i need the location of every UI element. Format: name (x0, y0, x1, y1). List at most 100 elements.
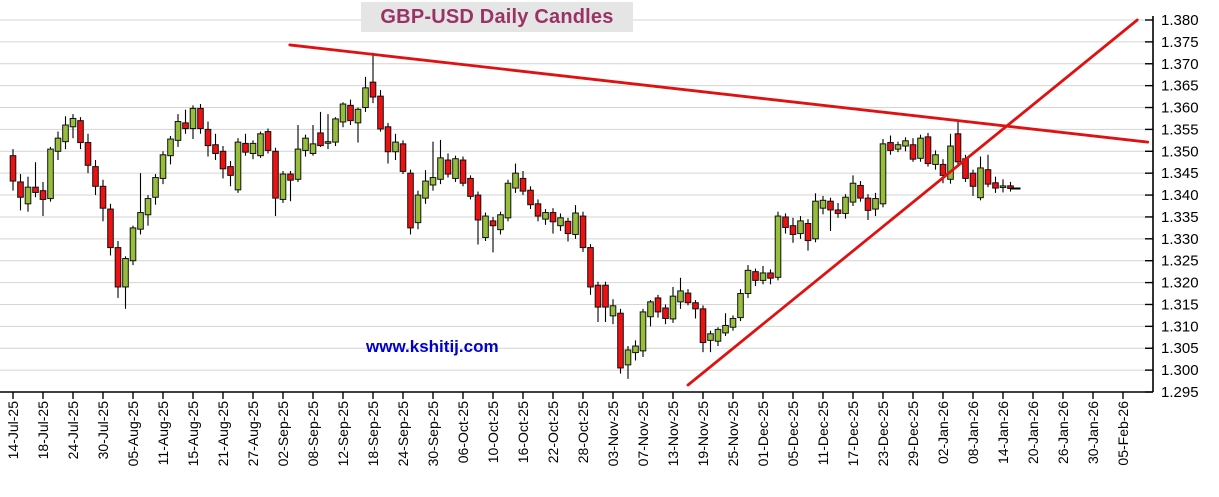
x-tick-label: 17-Dec-25 (845, 401, 861, 467)
x-tick-label: 24-Sep-25 (395, 401, 411, 467)
candle-body (759, 272, 767, 281)
candle-body (152, 177, 159, 198)
x-tick-label: 28-Oct-25 (575, 401, 591, 463)
candle-body (752, 271, 759, 281)
ascending-support-trendline (686, 18, 1139, 387)
candle-body (347, 104, 354, 122)
candle-body (879, 143, 887, 205)
x-tick-label: 18-Sep-25 (365, 401, 381, 467)
candle-body (504, 182, 512, 219)
candle-body (924, 136, 932, 165)
candle-body (399, 143, 407, 172)
candle-body (107, 208, 114, 249)
candle-body (39, 190, 47, 200)
candle-body (204, 128, 212, 147)
x-tick-label: 30-Sep-25 (425, 401, 441, 467)
candle-body (339, 103, 347, 123)
candle-body (482, 215, 489, 239)
candle-body (144, 198, 152, 216)
candle-body (174, 121, 182, 141)
candle-body (452, 158, 459, 179)
x-tick-label: 30-Jan-26 (1085, 401, 1101, 464)
candle-body (227, 166, 234, 176)
candle-body (369, 81, 377, 98)
candle-body (864, 197, 872, 211)
candle-body (392, 141, 399, 153)
candle-body (684, 292, 692, 304)
candle-body (474, 194, 482, 221)
candle-body (24, 186, 32, 205)
x-tick-label: 02-Jan-26 (935, 401, 951, 464)
y-tick-label: 1.345 (1161, 165, 1199, 182)
candle-body (54, 137, 62, 152)
candle-body (737, 293, 744, 319)
candle-body (902, 140, 909, 147)
candle-body (129, 227, 137, 262)
x-tick-label: 02-Sep-25 (275, 401, 291, 467)
candle-body (17, 181, 24, 198)
candle-body (189, 107, 197, 130)
y-tick-label: 1.305 (1161, 340, 1199, 357)
candle-body (984, 169, 992, 185)
candle-body (707, 333, 714, 341)
candle-body (699, 308, 707, 344)
descending-resistance-trendline (288, 43, 1150, 144)
candle-body (497, 214, 504, 231)
candle-body (767, 272, 774, 279)
candle-body (92, 166, 99, 187)
candle-body (489, 220, 497, 227)
candle-body (609, 305, 617, 317)
candle-body (819, 199, 827, 209)
candle-body (654, 297, 662, 313)
x-tick-label: 14-Jul-25 (5, 401, 21, 460)
candle-body (99, 185, 107, 209)
y-tick-label: 1.380 (1161, 12, 1199, 29)
candle-body (677, 290, 684, 303)
candle-body (744, 269, 752, 295)
x-tick-label: 10-Oct-25 (485, 401, 501, 463)
candle-body (782, 216, 789, 228)
candle-body (512, 172, 519, 189)
x-tick-label: 18-Jul-25 (35, 401, 51, 460)
candle-body (197, 107, 204, 130)
candle-body (167, 138, 174, 157)
x-tick-label: 27-Aug-25 (245, 401, 261, 467)
candle-body (459, 159, 467, 184)
x-tick-label: 22-Oct-25 (545, 401, 561, 463)
candle-body (887, 142, 894, 151)
candle-body (797, 220, 804, 235)
candle-body (857, 184, 864, 199)
candle-body (137, 212, 144, 230)
candle-body (302, 137, 309, 151)
candle-body (947, 145, 954, 180)
candle-body (594, 284, 602, 308)
x-tick-label: 13-Nov-25 (665, 401, 681, 467)
y-tick-label: 1.330 (1161, 231, 1199, 248)
candle-body (939, 163, 947, 176)
x-tick-label: 26-Jan-26 (1055, 401, 1071, 464)
candle-body (534, 203, 542, 217)
candle-body (9, 155, 17, 182)
candle-body (527, 189, 534, 206)
x-tick-label: 14-Jan-26 (995, 401, 1011, 464)
candle-body (617, 312, 624, 369)
candle-body (789, 225, 797, 235)
y-tick-label: 1.300 (1161, 362, 1199, 379)
x-tick-label: 21-Aug-25 (215, 401, 231, 467)
y-tick-label: 1.370 (1161, 56, 1199, 73)
x-tick-label: 15-Aug-25 (185, 401, 201, 467)
candle-body (564, 220, 572, 235)
candle-body (332, 118, 339, 143)
x-tick-label: 06-Oct-25 (455, 401, 471, 463)
candle-body (624, 349, 632, 366)
candle-body (992, 182, 999, 189)
x-tick-label: 25-Nov-25 (725, 401, 741, 467)
candle-body (429, 177, 437, 186)
candle-body (662, 307, 669, 319)
candle-body (407, 172, 414, 229)
candle-body (354, 108, 362, 124)
y-tick-label: 1.355 (1161, 121, 1199, 138)
candle-body (212, 144, 219, 154)
